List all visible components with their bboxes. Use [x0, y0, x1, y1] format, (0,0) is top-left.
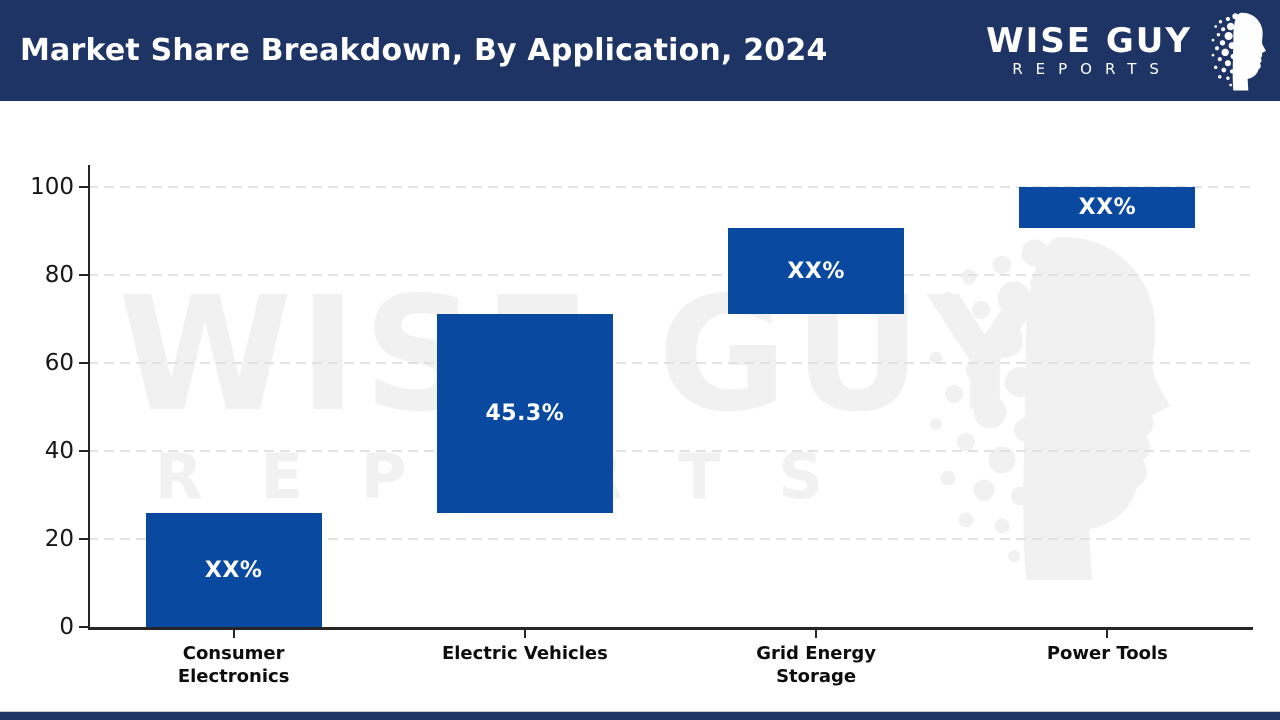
y-tick-label-80: 80	[44, 262, 74, 288]
plot-area: 0 20 40 60 80 100 XX% Consumer Electronics 45.3%…	[0, 101, 1280, 712]
bar-grid-energy-storage: XX%	[728, 228, 905, 314]
y-tick-label-40: 40	[44, 438, 74, 464]
y-tick-label-60: 60	[44, 350, 74, 376]
footer-bar	[0, 712, 1280, 720]
bar-value-label: 45.3%	[485, 400, 565, 426]
y-tick-100	[79, 186, 88, 188]
y-tick-0	[79, 626, 88, 628]
x-axis-line	[88, 627, 1253, 630]
footer-divider	[0, 711, 1280, 712]
x-tick-grid-energy-storage	[815, 630, 818, 638]
brand-wordmark: WISE GUY	[986, 21, 1192, 61]
brand-logo: WISE GUY REPORTS	[986, 10, 1266, 92]
y-tick-60	[79, 362, 88, 364]
x-tick-label-electric-vehicles: Electric Vehicles	[441, 643, 608, 664]
gridline-60	[88, 362, 1253, 364]
gridline-20	[88, 538, 1253, 540]
gridline-80	[88, 274, 1253, 276]
y-tick-40	[79, 450, 88, 452]
x-tick-consumer-electronics	[232, 630, 235, 638]
bar-electric-vehicles: 45.3%	[436, 313, 613, 514]
x-tick-label-grid-energy-storage: Grid Energy Storage	[756, 643, 877, 687]
x-tick-power-tools	[1106, 630, 1109, 638]
dotted-head-icon	[1211, 12, 1266, 90]
brand-subtitle: REPORTS	[1012, 60, 1172, 78]
header-bar: Market Share Breakdown, By Application, …	[0, 0, 1280, 101]
gridline-40	[88, 450, 1253, 452]
bar-value-label: XX%	[787, 258, 845, 284]
brand-logo-text: WISE GUY REPORTS	[986, 24, 1192, 77]
y-tick-80	[79, 274, 88, 276]
y-tick-label-0: 0	[59, 614, 74, 640]
x-tick-electric-vehicles	[523, 630, 526, 638]
y-tick-label-20: 20	[44, 526, 74, 552]
x-tick-label-power-tools: Power Tools	[1046, 643, 1168, 664]
chart-title: Market Share Breakdown, By Application, …	[20, 33, 828, 68]
bar-consumer-electronics: XX%	[145, 513, 322, 627]
y-tick-label-100: 100	[30, 174, 74, 200]
gridline-100	[88, 186, 1253, 188]
bar-value-label: XX%	[1078, 195, 1137, 221]
bar-power-tools: XX%	[1019, 187, 1196, 229]
y-axis-line	[88, 165, 90, 630]
x-tick-label-consumer-electronics: Consumer Electronics	[177, 643, 290, 687]
bar-value-label: XX%	[204, 557, 263, 583]
y-tick-20	[79, 538, 88, 540]
